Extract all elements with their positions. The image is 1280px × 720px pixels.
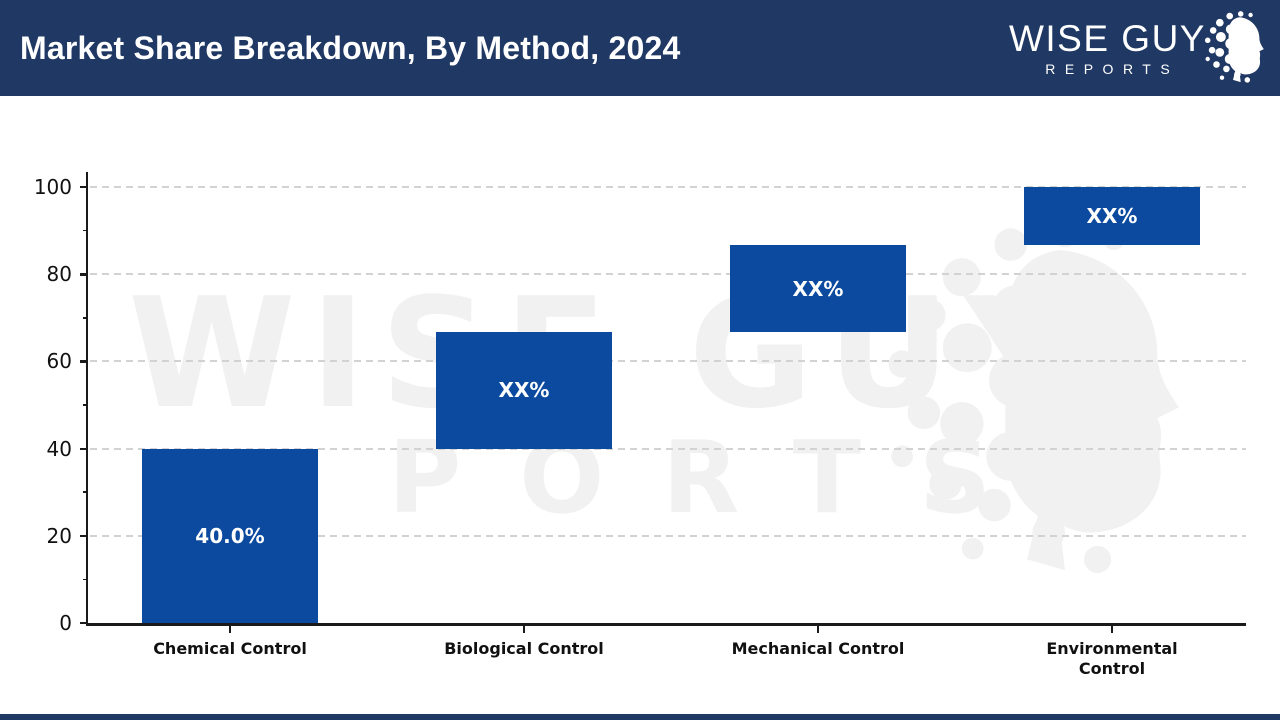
- header-bar: Market Share Breakdown, By Method, 2024 …: [0, 0, 1280, 96]
- y-tick-label: 40: [46, 436, 72, 461]
- y-tick-40: [80, 447, 88, 450]
- bar-value-label: XX%: [792, 276, 844, 301]
- x-axis-line: [85, 623, 1246, 626]
- gridline-40: [90, 447, 1246, 450]
- brand-head-icon: [1204, 11, 1264, 83]
- x-category-label: Biological Control: [444, 639, 604, 658]
- brand-logo-text: WISE GUY REPORTS: [1009, 20, 1206, 77]
- x-tick-3: [1110, 625, 1114, 633]
- brand-subname: REPORTS: [1045, 60, 1180, 77]
- brand-logo: WISE GUY REPORTS: [1009, 9, 1266, 87]
- bar-value-label: XX%: [498, 378, 550, 403]
- gridline-60: [90, 360, 1246, 363]
- y-tick-80: [80, 273, 88, 276]
- y-tick-label: 60: [46, 349, 72, 374]
- bar-environmental-control: [1024, 187, 1200, 245]
- footer-bar: [0, 714, 1280, 720]
- x-tick-2: [816, 625, 820, 633]
- bar-chemical-control: [142, 448, 318, 623]
- x-category-label: Environmental Control: [1046, 639, 1178, 678]
- y-tick-20: [80, 534, 88, 538]
- gridline-80: [90, 273, 1246, 276]
- gridline-20: [90, 534, 1246, 537]
- bar-value-label: XX%: [1086, 203, 1138, 228]
- y-axis-line: [85, 172, 88, 626]
- x-category-label: Mechanical Control: [731, 639, 905, 658]
- y-tick-0: [80, 622, 88, 625]
- y-tick-label: 80: [46, 262, 72, 287]
- y-tick-label: 20: [46, 523, 72, 548]
- y-tick-100: [80, 186, 88, 189]
- y-tick-label: 100: [33, 175, 72, 199]
- bar-mechanical-control: [730, 244, 906, 333]
- page-title: Market Share Breakdown, By Method, 2024: [20, 29, 681, 66]
- x-tick-1: [522, 625, 526, 633]
- x-tick-0: [228, 625, 232, 633]
- y-tick-label: 0: [59, 611, 72, 635]
- y-tick-60: [80, 360, 88, 363]
- gridline-100: [90, 186, 1246, 188]
- bar-biological-control: [436, 332, 612, 449]
- bar-value-label: 40.0%: [195, 523, 265, 548]
- x-category-label: Chemical Control: [153, 639, 307, 658]
- brand-name: WISE GUY: [1008, 17, 1206, 59]
